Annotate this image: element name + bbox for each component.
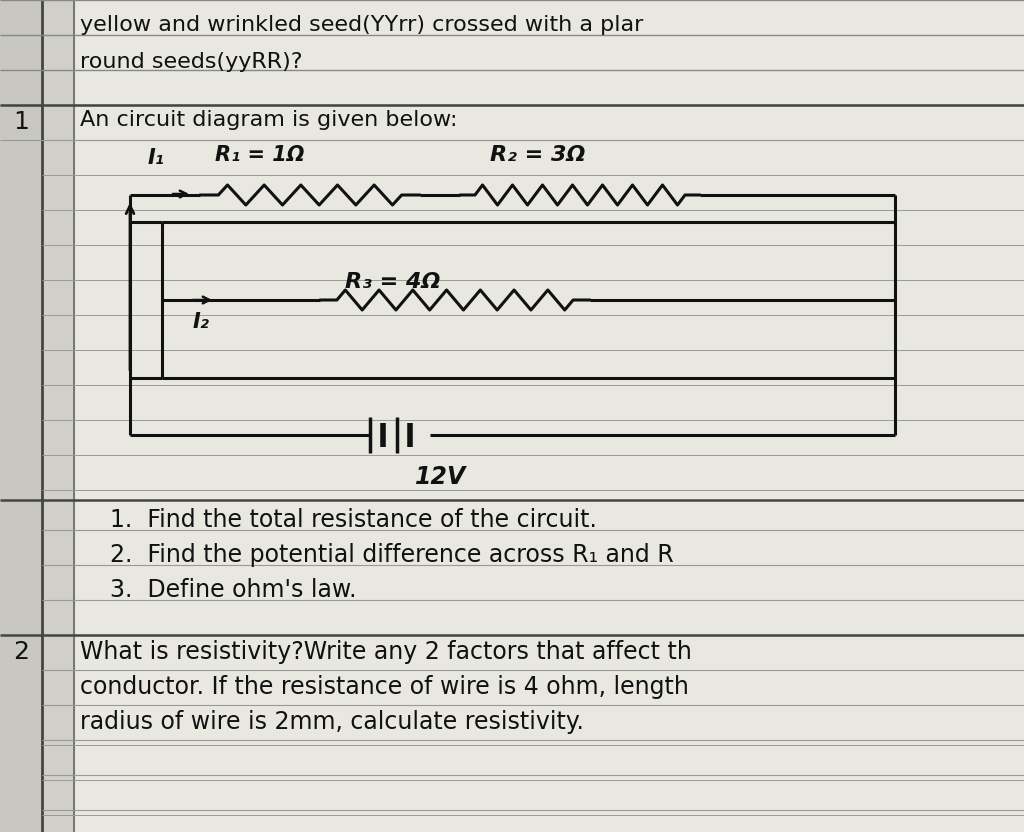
Text: round seeds(yyRR)?: round seeds(yyRR)? bbox=[80, 52, 302, 72]
Text: I₂: I₂ bbox=[193, 312, 210, 332]
Text: 1.  Find the total resistance of the circuit.: 1. Find the total resistance of the circ… bbox=[110, 508, 597, 532]
Text: conductor. If the resistance of wire is 4 ohm, length: conductor. If the resistance of wire is … bbox=[80, 675, 689, 699]
Bar bbox=[0, 0, 42, 832]
Bar bbox=[42, 0, 74, 832]
Text: yellow and wrinkled seed(YYrr) crossed with a plar: yellow and wrinkled seed(YYrr) crossed w… bbox=[80, 15, 643, 35]
Text: 2.  Find the potential difference across R₁ and R: 2. Find the potential difference across … bbox=[110, 543, 674, 567]
Text: I₁: I₁ bbox=[148, 148, 165, 168]
Text: 12V: 12V bbox=[415, 465, 466, 489]
Text: 1: 1 bbox=[13, 110, 29, 134]
Text: R₃ = 4Ω: R₃ = 4Ω bbox=[345, 272, 440, 292]
Text: R₂ = 3Ω: R₂ = 3Ω bbox=[490, 145, 586, 165]
Text: What is resistivity?Write any 2 factors that affect th: What is resistivity?Write any 2 factors … bbox=[80, 640, 692, 664]
Text: 2: 2 bbox=[13, 640, 29, 664]
Text: R₁ = 1Ω: R₁ = 1Ω bbox=[215, 145, 304, 165]
Text: radius of wire is 2mm, calculate resistivity.: radius of wire is 2mm, calculate resisti… bbox=[80, 710, 584, 734]
Text: An circuit diagram is given below:: An circuit diagram is given below: bbox=[80, 110, 458, 130]
Text: 3.  Define ohm's law.: 3. Define ohm's law. bbox=[110, 578, 356, 602]
